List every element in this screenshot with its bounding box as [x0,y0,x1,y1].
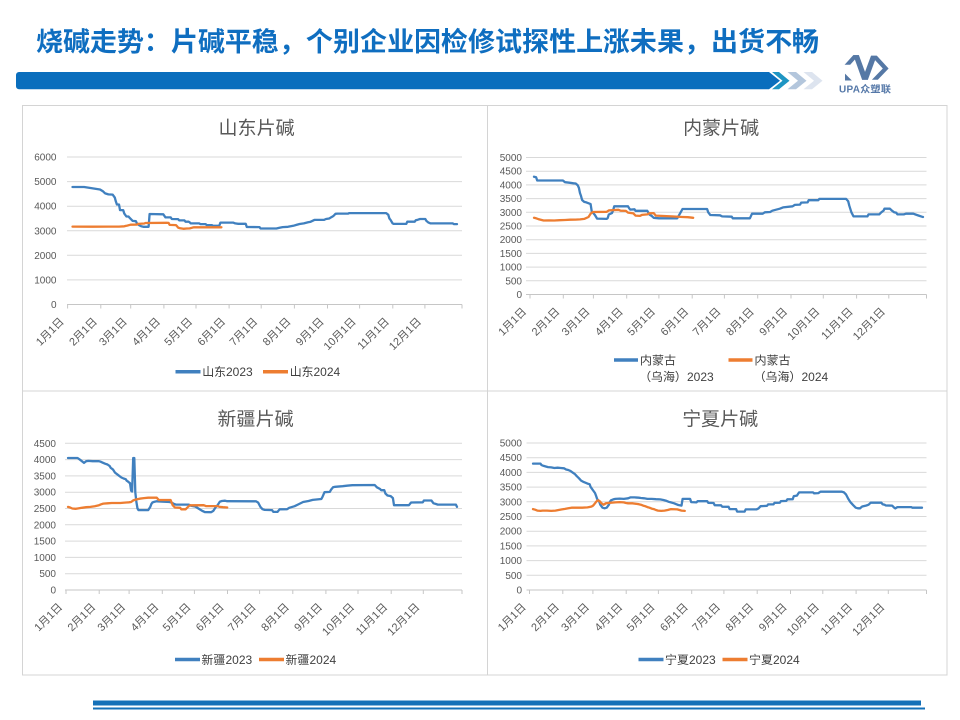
svg-text:1500: 1500 [34,537,57,548]
svg-text:5000: 5000 [500,439,523,450]
svg-text:3000: 3000 [34,488,57,499]
svg-text:UPA众塑联: UPA众塑联 [839,84,891,96]
svg-text:2000: 2000 [34,520,57,531]
svg-text:（乌海）2023: （乌海）2023 [639,370,714,384]
svg-text:内蒙片碱: 内蒙片碱 [683,118,760,140]
svg-text:0: 0 [51,300,57,311]
svg-text:新疆片碱: 新疆片碱 [217,409,294,431]
svg-text:4000: 4000 [34,202,57,213]
svg-text:4500: 4500 [500,453,523,464]
svg-text:1000: 1000 [34,275,57,286]
svg-text:1500: 1500 [500,541,523,552]
svg-text:山东片碱: 山东片碱 [218,118,295,140]
svg-text:500: 500 [39,569,56,580]
svg-text:内蒙古: 内蒙古 [640,353,676,367]
svg-text:2000: 2000 [500,527,523,538]
svg-text:2000: 2000 [500,235,523,246]
svg-text:2000: 2000 [34,251,57,262]
svg-text:4500: 4500 [34,439,57,450]
svg-text:3000: 3000 [500,208,523,219]
svg-text:1500: 1500 [500,249,523,260]
svg-text:5000: 5000 [500,153,523,164]
svg-text:3000: 3000 [500,497,523,508]
svg-text:4000: 4000 [34,455,57,466]
svg-text:新疆2024: 新疆2024 [286,653,337,667]
svg-text:4000: 4000 [500,468,523,479]
svg-text:5000: 5000 [34,177,57,188]
svg-text:山东2023: 山东2023 [202,365,253,379]
svg-text:2500: 2500 [34,504,57,515]
svg-text:（乌海）2024: （乌海）2024 [754,370,829,384]
svg-text:2500: 2500 [500,222,523,233]
svg-text:1000: 1000 [500,263,523,274]
svg-text:新疆2023: 新疆2023 [202,653,253,667]
svg-text:3000: 3000 [34,226,57,237]
svg-text:宁夏片碱: 宁夏片碱 [682,409,759,431]
svg-text:4500: 4500 [500,167,523,178]
svg-text:500: 500 [505,276,522,287]
svg-text:1000: 1000 [34,553,57,564]
svg-text:4000: 4000 [500,180,523,191]
svg-text:1000: 1000 [500,556,523,567]
svg-text:山东2024: 山东2024 [290,365,341,379]
svg-text:6000: 6000 [34,153,57,164]
svg-text:0: 0 [516,290,522,301]
svg-text:3500: 3500 [500,194,523,205]
svg-text:宁夏2024: 宁夏2024 [749,653,800,667]
svg-text:0: 0 [50,586,56,597]
svg-text:宁夏2023: 宁夏2023 [665,653,716,667]
svg-text:烧碱走势：片碱平稳，个别企业因检修试探性上涨未果，出货不畅: 烧碱走势：片碱平稳，个别企业因检修试探性上涨未果，出货不畅 [36,27,819,57]
svg-text:3500: 3500 [34,471,57,482]
svg-text:3500: 3500 [500,483,523,494]
svg-text:2500: 2500 [500,512,523,523]
svg-text:内蒙古: 内蒙古 [755,353,791,367]
svg-text:0: 0 [516,586,522,597]
svg-text:500: 500 [505,571,522,582]
